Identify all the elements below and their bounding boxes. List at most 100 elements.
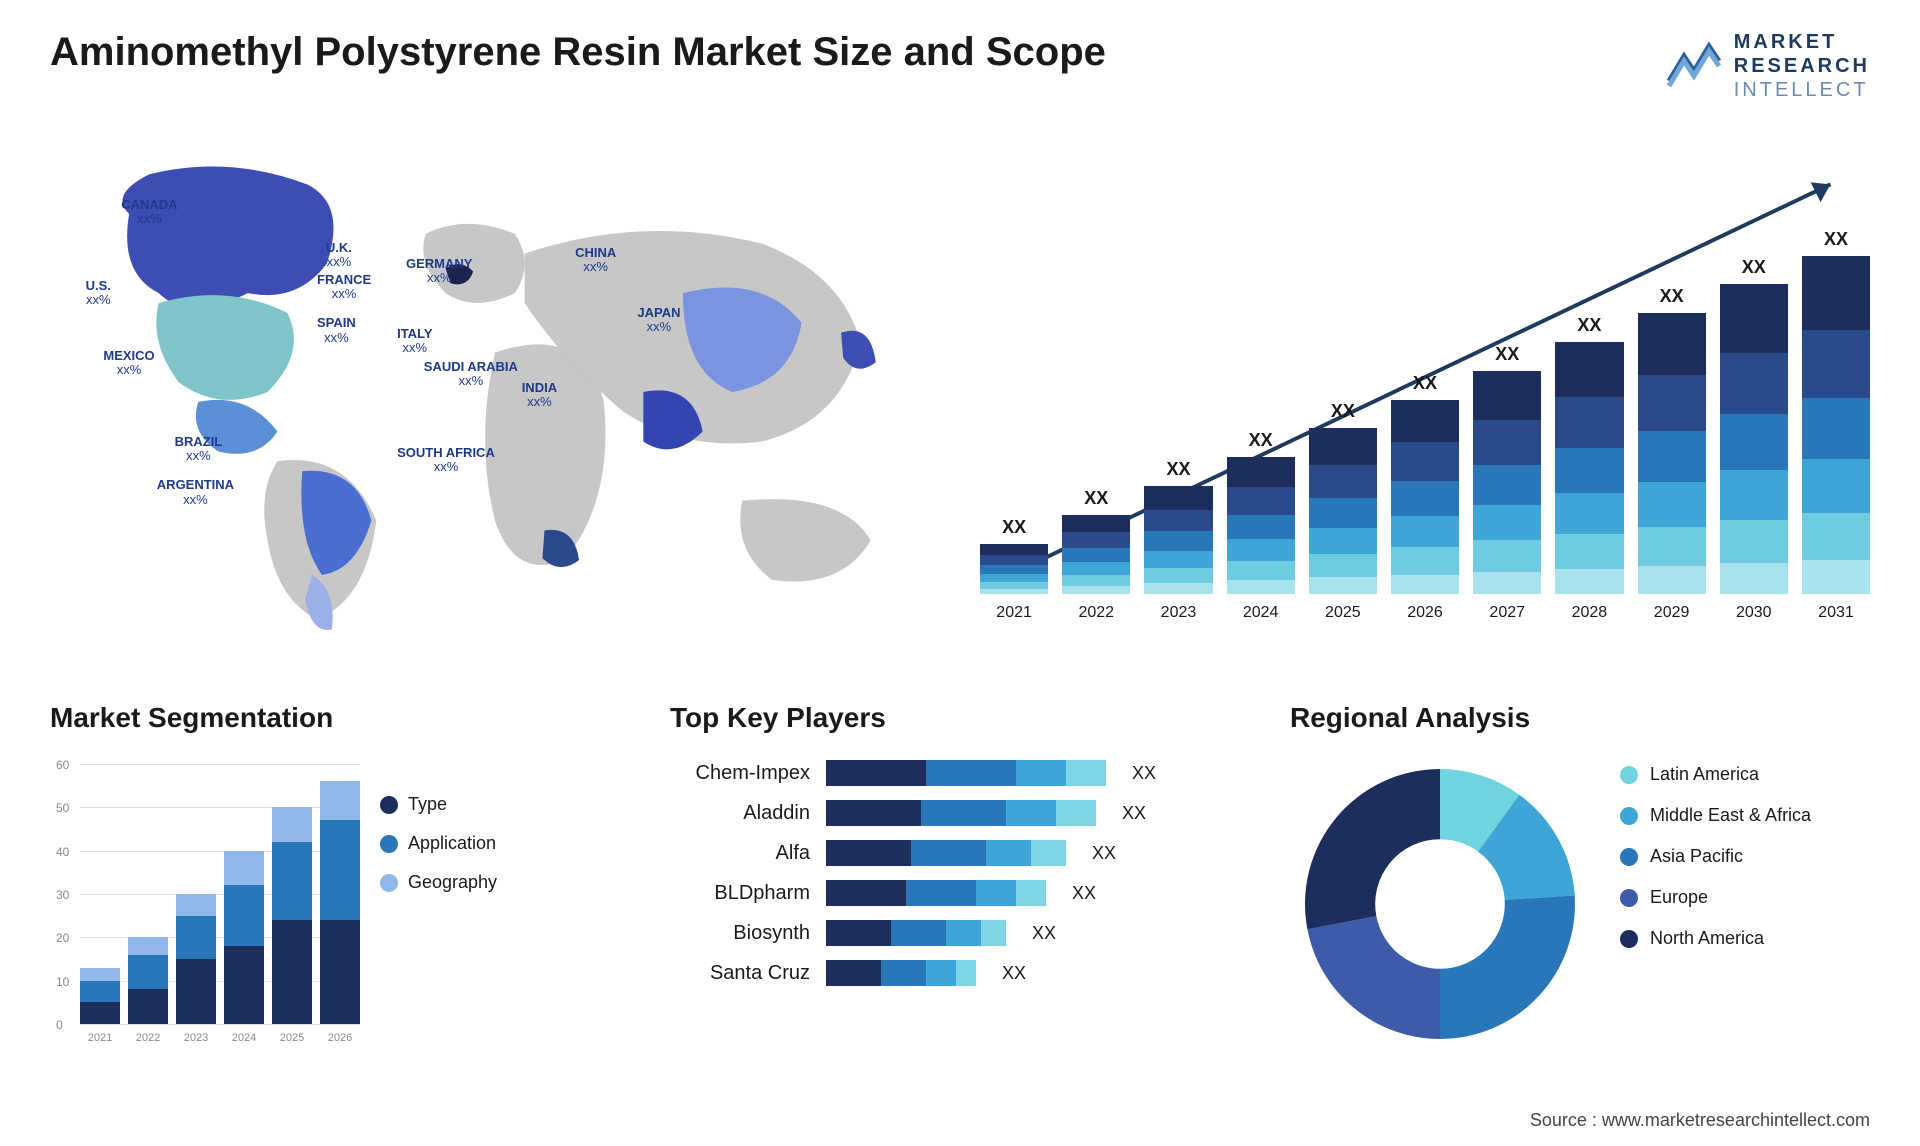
donut-slice: [1307, 916, 1440, 1039]
segmentation-bar: [128, 937, 168, 1024]
forecast-bar: XX 2028: [1555, 315, 1623, 622]
map-country-label: FRANCExx%: [317, 273, 371, 302]
map-country-label: INDIAxx%: [522, 381, 557, 410]
source-text: Source : www.marketresearchintellect.com: [1530, 1110, 1870, 1131]
player-name: BLDpharm: [670, 882, 810, 905]
player-row: Alfa XX: [670, 840, 1250, 866]
map-country-label: ARGENTINAxx%: [157, 478, 234, 507]
player-bar: [826, 800, 1096, 826]
regional-legend-item: Europe: [1620, 887, 1811, 908]
forecast-bar-value: XX: [1742, 257, 1766, 278]
forecast-bar-year: 2025: [1325, 604, 1361, 622]
player-row: Chem-Impex XX: [670, 760, 1250, 786]
player-bar: [826, 960, 976, 986]
forecast-bar-year: 2031: [1818, 604, 1854, 622]
seg-year-label: 2021: [80, 1032, 120, 1044]
page-title: Aminomethyl Polystyrene Resin Market Siz…: [50, 30, 1106, 75]
segmentation-bar: [80, 968, 120, 1024]
player-bar: [826, 840, 1066, 866]
player-row: BLDpharm XX: [670, 880, 1250, 906]
player-value: XX: [1092, 843, 1116, 864]
map-country-label: U.S.xx%: [86, 279, 111, 308]
forecast-bar-value: XX: [1166, 459, 1190, 480]
world-map: [50, 122, 940, 662]
forecast-bar-year: 2026: [1407, 604, 1443, 622]
map-country-label: BRAZILxx%: [175, 435, 223, 464]
forecast-bar: XX2030: [1720, 257, 1788, 622]
map-country-label: ITALYxx%: [397, 327, 432, 356]
forecast-bar-value: XX: [1249, 430, 1273, 451]
brand-logo: MARKET RESEARCH INTELLECT: [1664, 30, 1870, 102]
regional-donut-chart: [1290, 754, 1590, 1054]
player-name: Chem-Impex: [670, 762, 810, 785]
logo-line1: MARKET: [1734, 30, 1870, 54]
forecast-bar-year: 2029: [1654, 604, 1690, 622]
forecast-bar-year: 2021: [996, 604, 1032, 622]
segmentation-panel: Market Segmentation 0102030405060 202120…: [50, 702, 630, 1082]
map-country-label: SAUDI ARABIAxx%: [424, 360, 518, 389]
forecast-bar-value: XX: [1495, 344, 1519, 365]
map-country-label: JAPANxx%: [637, 306, 680, 335]
segmentation-legend-item: Application: [380, 833, 497, 854]
player-name: Alfa: [670, 842, 810, 865]
player-name: Santa Cruz: [670, 962, 810, 985]
forecast-bar-year: 2023: [1161, 604, 1197, 622]
forecast-bar-value: XX: [1660, 286, 1684, 307]
seg-year-label: 2025: [272, 1032, 312, 1044]
forecast-bar-year: 2027: [1489, 604, 1525, 622]
player-value: XX: [1002, 963, 1026, 984]
map-country-label: CHINAxx%: [575, 246, 616, 275]
logo-icon: [1664, 36, 1724, 96]
forecast-bar-value: XX: [1824, 229, 1848, 250]
map-country-label: CANADAxx%: [121, 198, 177, 227]
segmentation-bar: [272, 807, 312, 1024]
forecast-bar-year: 2028: [1572, 604, 1608, 622]
regional-legend-item: Latin America: [1620, 764, 1811, 785]
key-players-title: Top Key Players: [670, 702, 1250, 734]
forecast-bar: XX 2025: [1309, 401, 1377, 622]
forecast-bar: XX 2021: [980, 517, 1048, 622]
map-country-label: SOUTH AFRICAxx%: [397, 446, 495, 475]
player-name: Aladdin: [670, 802, 810, 825]
map-country-label: U.K.xx%: [326, 241, 352, 270]
player-value: XX: [1072, 883, 1096, 904]
player-name: Biosynth: [670, 922, 810, 945]
logo-line2: RESEARCH: [1734, 54, 1870, 78]
forecast-bar-value: XX: [1577, 315, 1601, 336]
segmentation-bar: [224, 851, 264, 1024]
seg-y-tick: 10: [56, 975, 69, 989]
seg-y-tick: 30: [56, 888, 69, 902]
forecast-bar-value: XX: [1331, 401, 1355, 422]
segmentation-bar: [176, 894, 216, 1024]
forecast-bar-value: XX: [1002, 517, 1026, 538]
donut-slice: [1305, 769, 1440, 929]
forecast-bar: XX 2023: [1144, 459, 1212, 622]
forecast-bar: XX 2029: [1638, 286, 1706, 622]
player-bar: [826, 760, 1106, 786]
forecast-bar-year: 2022: [1078, 604, 1114, 622]
regional-panel: Regional Analysis Latin AmericaMiddle Ea…: [1290, 702, 1870, 1082]
regional-legend-item: Asia Pacific: [1620, 846, 1811, 867]
player-value: XX: [1032, 923, 1056, 944]
segmentation-legend-item: Geography: [380, 872, 497, 893]
map-country-label: SPAINxx%: [317, 316, 356, 345]
segmentation-bar: [320, 781, 360, 1024]
seg-year-label: 2026: [320, 1032, 360, 1044]
segmentation-title: Market Segmentation: [50, 702, 630, 734]
donut-slice: [1440, 896, 1575, 1039]
forecast-bar: XX 2031: [1802, 229, 1870, 622]
world-map-panel: CANADAxx% U.S.xx% MEXICOxx% BRAZILxx% ARGENT…: [50, 122, 940, 662]
player-value: XX: [1132, 763, 1156, 784]
forecast-bar-value: XX: [1084, 488, 1108, 509]
forecast-bar: XX 2027: [1473, 344, 1541, 622]
player-bar: [826, 880, 1046, 906]
forecast-chart-panel: XX2021XX2022XX2023XX2024XX2025XX2026XX20…: [980, 122, 1870, 662]
forecast-bar: XX2024: [1227, 430, 1295, 622]
seg-y-tick: 50: [56, 801, 69, 815]
segmentation-legend-item: Type: [380, 794, 497, 815]
player-row: AladdinXX: [670, 800, 1250, 826]
player-row: Biosynth XX: [670, 920, 1250, 946]
seg-y-tick: 60: [56, 758, 69, 772]
map-country-label: MEXICOxx%: [103, 349, 154, 378]
seg-y-tick: 0: [56, 1018, 63, 1032]
